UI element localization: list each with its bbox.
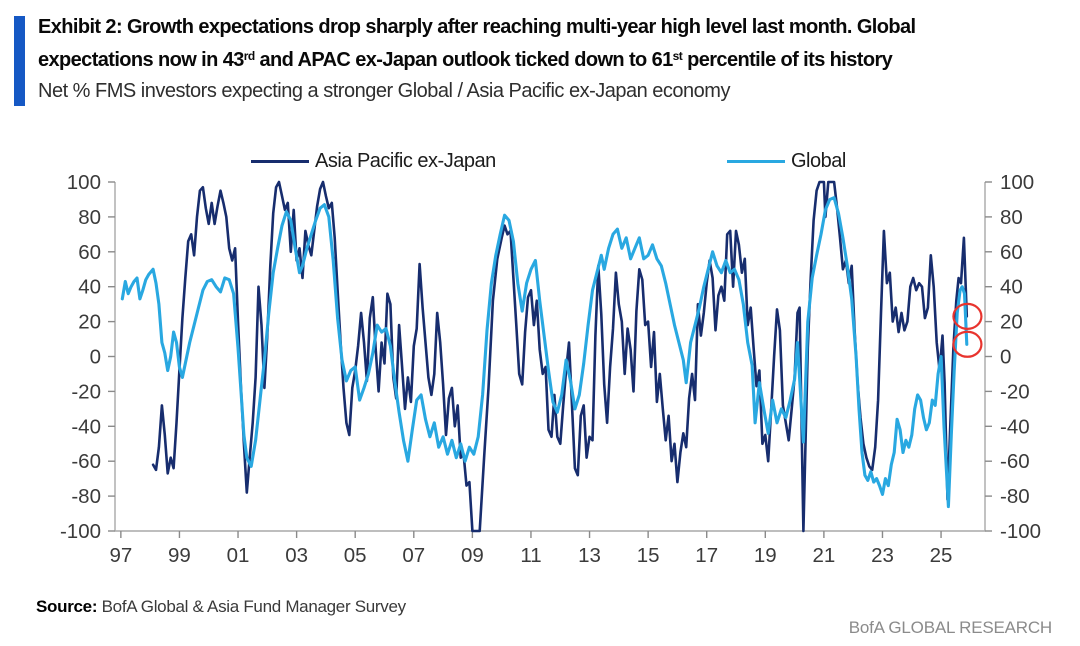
svg-text:-100: -100 — [1000, 520, 1041, 543]
svg-text:-80: -80 — [71, 485, 101, 508]
apac-line-swatch — [251, 160, 309, 163]
svg-text:01: 01 — [227, 544, 250, 567]
series-apac-ex-japan — [151, 180, 969, 533]
svg-text:-40: -40 — [1000, 415, 1030, 438]
chart-subtitle: Net % FMS investors expecting a stronger… — [38, 80, 730, 102]
legend-item-apac: Asia Pacific ex-Japan — [251, 150, 496, 173]
svg-text:80: 80 — [78, 206, 101, 229]
legend-label-global: Global — [791, 150, 846, 172]
source-label: Source: — [36, 597, 98, 616]
title-accent-bar — [14, 16, 25, 106]
svg-text:-60: -60 — [1000, 450, 1030, 473]
svg-text:13: 13 — [578, 544, 601, 567]
source-note: Source: BofA Global & Asia Fund Manager … — [36, 597, 406, 617]
svg-text:15: 15 — [637, 544, 660, 567]
exhibit-header: Exhibit 2: Growth expectations drop shar… — [38, 13, 916, 105]
latest-value-highlights — [952, 302, 983, 358]
ordinal-superscript: rd — [243, 49, 255, 63]
svg-text:100: 100 — [1000, 171, 1034, 194]
exhibit-title-line2: expectations now in 43rd and APAC ex-Jap… — [38, 49, 893, 71]
svg-text:20: 20 — [78, 311, 101, 334]
svg-text:-20: -20 — [71, 380, 101, 403]
svg-text:03: 03 — [285, 544, 308, 567]
svg-text:40: 40 — [1000, 276, 1023, 299]
svg-text:19: 19 — [754, 544, 777, 567]
svg-text:05: 05 — [344, 544, 367, 567]
ordinal-superscript: st — [672, 49, 683, 63]
y-axis-ticks: 100 100 80 80 60 60 40 40 20 20 0 0 -20 -20 -40 -40 -60 -… — [60, 171, 1041, 543]
svg-text:20: 20 — [1000, 311, 1023, 334]
legend-item-global: Global — [727, 150, 846, 173]
brand-mark: BofA GLOBAL RESEARCH — [848, 618, 1052, 637]
svg-text:97: 97 — [109, 544, 132, 567]
exhibit-title-line1: Exhibit 2: Growth expectations drop shar… — [38, 16, 916, 38]
svg-text:100: 100 — [67, 171, 101, 194]
svg-text:21: 21 — [812, 544, 835, 567]
svg-text:0: 0 — [1000, 346, 1011, 369]
global-line-swatch — [727, 160, 785, 163]
svg-text:07: 07 — [402, 544, 425, 567]
svg-text:-100: -100 — [60, 520, 101, 543]
legend-label-apac: Asia Pacific ex-Japan — [315, 150, 496, 172]
svg-text:-40: -40 — [71, 415, 101, 438]
chart-svg: 100 100 80 80 60 60 40 40 20 20 0 0 -20 -20 -40 -40 -60 -… — [60, 171, 1041, 567]
svg-text:40: 40 — [78, 276, 101, 299]
series-global — [120, 196, 969, 509]
svg-text:-80: -80 — [1000, 485, 1030, 508]
svg-text:99: 99 — [168, 544, 191, 567]
svg-text:0: 0 — [90, 346, 101, 369]
x-axis-ticks: 97 99 01 03 05 07 09 11 13 15 17 19 21 23 25 — [109, 531, 952, 567]
svg-text:-20: -20 — [1000, 380, 1030, 403]
svg-text:23: 23 — [871, 544, 894, 567]
svg-text:25: 25 — [930, 544, 953, 567]
svg-text:09: 09 — [461, 544, 484, 567]
svg-text:60: 60 — [1000, 241, 1023, 264]
svg-text:11: 11 — [520, 544, 541, 567]
svg-text:17: 17 — [695, 544, 718, 567]
svg-text:80: 80 — [1000, 206, 1023, 229]
svg-text:60: 60 — [78, 241, 101, 264]
chart-area: 100 100 80 80 60 60 40 40 20 20 0 0 -20 -20 -40 -40 -60 -… — [0, 140, 1080, 585]
svg-text:-60: -60 — [71, 450, 101, 473]
source-text: BofA Global & Asia Fund Manager Survey — [97, 597, 407, 616]
